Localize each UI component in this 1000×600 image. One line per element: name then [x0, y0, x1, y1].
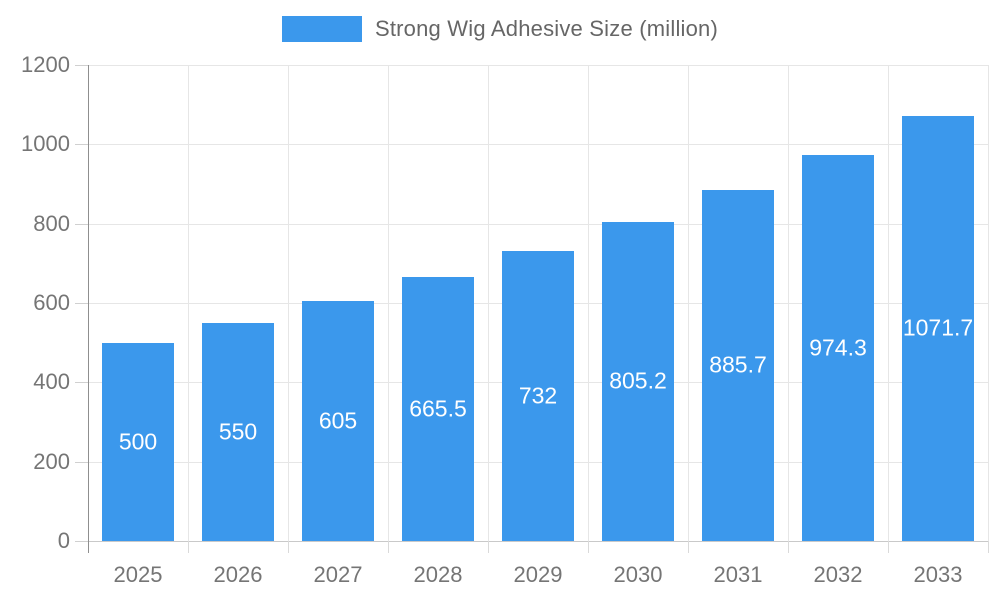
x-tick	[988, 541, 989, 553]
y-axis-label: 1200	[21, 52, 70, 77]
bar-2029[interactable]	[502, 250, 574, 541]
y-tick	[75, 223, 88, 225]
y-tick	[75, 303, 88, 304]
x-axis-label: 2033	[913, 562, 963, 587]
x-axis-label: 2027	[313, 562, 363, 587]
y-tick	[75, 541, 88, 542]
bar-2032[interactable]	[802, 154, 874, 541]
x-axis-label: 2026	[213, 562, 263, 587]
plot-area: 0 200 400 600 800 1000 1200 500 2025 550 2026 605 20…	[21, 54, 989, 587]
gridline-v	[488, 65, 489, 541]
x-tick	[388, 541, 389, 553]
gridline-v	[888, 65, 889, 541]
y-tick	[75, 144, 88, 146]
gridline-v	[288, 65, 289, 541]
gridline-v	[988, 65, 989, 541]
x-tick	[188, 541, 189, 553]
x-axis-label: 2025	[113, 562, 163, 587]
bar-2026[interactable]	[202, 322, 274, 541]
y-tick	[75, 65, 88, 66]
y-axis-label: 0	[57, 528, 70, 553]
bar-2027[interactable]	[302, 301, 374, 541]
gridline-v	[788, 65, 789, 541]
y-axis-label: 1000	[21, 131, 70, 157]
y-tick	[75, 461, 88, 463]
bar-2028[interactable]	[402, 277, 474, 541]
gridline-v	[688, 65, 689, 541]
x-axis-label: 2031	[713, 562, 763, 587]
y-axis-line	[88, 65, 89, 553]
gridline-h	[88, 144, 988, 146]
bar-2030[interactable]	[602, 221, 674, 541]
y-axis-label: 200	[33, 448, 70, 474]
x-axis-label: 2030	[613, 562, 663, 587]
x-tick	[588, 541, 589, 553]
x-tick	[488, 541, 489, 553]
bar-2033[interactable]	[902, 115, 974, 541]
y-axis-label: 600	[33, 290, 70, 315]
x-tick	[788, 541, 789, 553]
legend-swatch[interactable]	[281, 16, 362, 42]
y-tick	[75, 382, 88, 384]
bar-2031[interactable]	[702, 189, 774, 541]
gridline-v	[588, 65, 589, 541]
x-axis-label: 2029	[513, 562, 563, 587]
y-axis-label: 400	[33, 369, 70, 395]
x-axis-label: 2032	[813, 562, 863, 587]
x-tick	[288, 541, 289, 553]
x-axis-label: 2028	[413, 562, 463, 587]
y-axis-label: 800	[33, 210, 70, 236]
legend[interactable]: Strong Wig Adhesive Size (million)	[0, 16, 1000, 42]
x-axis-line	[88, 541, 988, 542]
x-tick	[688, 541, 689, 553]
gridline-h	[88, 223, 988, 225]
x-tick	[888, 541, 889, 553]
gridline-h	[88, 65, 988, 66]
gridline-v	[388, 65, 389, 541]
bar-2025[interactable]	[102, 342, 174, 541]
gridline-v	[188, 65, 189, 541]
legend-label: Strong Wig Adhesive Size (million)	[374, 16, 719, 41]
